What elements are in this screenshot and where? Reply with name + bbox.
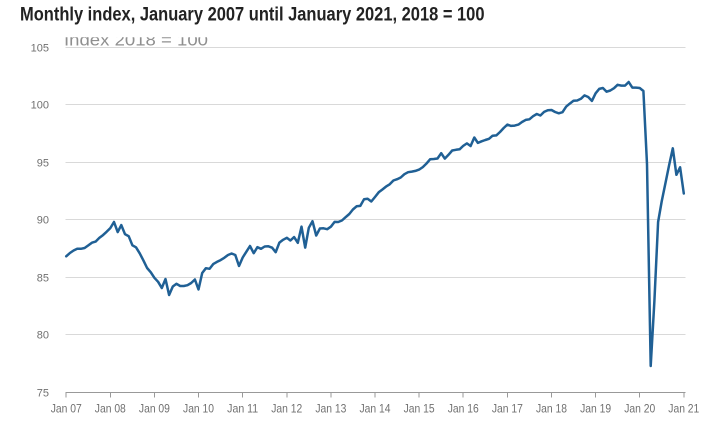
svg-text:Jan 15: Jan 15	[404, 402, 435, 416]
svg-text:Jan 19: Jan 19	[580, 402, 611, 416]
svg-text:95: 95	[37, 158, 49, 170]
svg-text:Jan 08: Jan 08	[95, 402, 126, 416]
svg-text:Jan 11: Jan 11	[227, 402, 258, 416]
svg-text:Jan 10: Jan 10	[183, 402, 214, 416]
svg-text:Index 2018 = 100: Index 2018 = 100	[64, 31, 208, 50]
svg-text:Jan 21: Jan 21	[668, 402, 699, 416]
svg-text:Monthly index, January 2007 un: Monthly index, January 2007 until Januar…	[20, 4, 485, 26]
svg-text:85: 85	[37, 273, 49, 285]
svg-text:Jan 17: Jan 17	[492, 402, 523, 416]
svg-text:75: 75	[37, 388, 49, 400]
svg-text:Jan 18: Jan 18	[536, 402, 567, 416]
svg-text:Jan 16: Jan 16	[448, 402, 479, 416]
svg-text:Jan 14: Jan 14	[360, 402, 391, 416]
svg-text:100: 100	[31, 100, 49, 112]
svg-text:Jan 20: Jan 20	[624, 402, 655, 416]
svg-text:90: 90	[37, 215, 49, 227]
svg-text:Jan 12: Jan 12	[271, 402, 302, 416]
svg-text:80: 80	[37, 330, 49, 342]
svg-text:Jan 13: Jan 13	[315, 402, 346, 416]
svg-text:Jan 07: Jan 07	[51, 402, 82, 416]
svg-text:Jan 09: Jan 09	[139, 402, 170, 416]
svg-text:105: 105	[31, 43, 49, 55]
